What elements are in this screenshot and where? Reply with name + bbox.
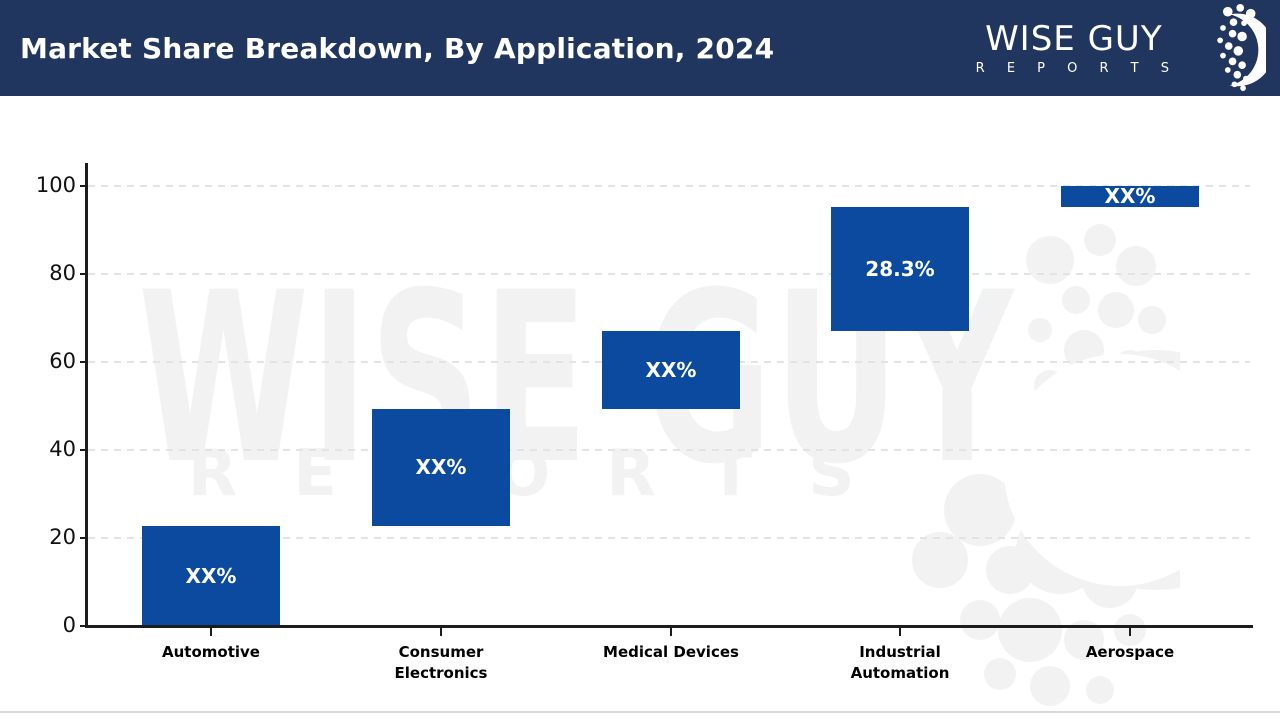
y-tick-label: 100 — [35, 173, 76, 197]
brand-sub: R E P O R T S — [975, 60, 1178, 76]
y-tick-mark — [80, 449, 88, 451]
watermark-line2: REPORTS — [188, 437, 911, 511]
y-tick-mark — [80, 625, 88, 627]
bar-value-label: XX% — [185, 563, 237, 588]
bar-segment: XX% — [1061, 184, 1199, 209]
bar-segment: XX% — [602, 331, 740, 410]
gridline — [88, 537, 1250, 539]
bar-value-label: 28.3% — [865, 256, 935, 281]
bar-value-label: XX% — [1104, 184, 1156, 209]
bar-value-label: XX% — [415, 455, 467, 480]
y-tick-mark — [80, 537, 88, 539]
x-tick-mark — [899, 628, 901, 636]
brand-head-icon — [1180, 2, 1266, 94]
y-tick-label: 80 — [49, 261, 76, 285]
y-tick-label: 20 — [49, 525, 76, 549]
bar-segment: XX% — [142, 525, 280, 626]
x-category-label: Medical Devices — [603, 643, 739, 661]
page-title: Market Share Breakdown, By Application, … — [20, 31, 775, 65]
x-category-label: Industrial Automation — [850, 643, 950, 682]
x-tick-mark — [670, 628, 672, 636]
gridline — [88, 185, 1250, 187]
chart-plot-area: 0 20 40 60 80 100 XX% Automotive XX% Consumer Ele… — [0, 96, 1280, 720]
y-tick-mark — [80, 185, 88, 187]
bar-value-label: XX% — [645, 358, 697, 383]
y-tick-mark — [80, 273, 88, 275]
x-tick-mark — [210, 628, 212, 636]
bar-segment: 28.3% — [831, 206, 969, 332]
bar-segment: XX% — [372, 409, 510, 526]
x-category-label: Aerospace — [1085, 643, 1175, 661]
x-tick-mark — [1129, 628, 1131, 636]
y-tick-label: 60 — [49, 349, 76, 373]
y-tick-mark — [80, 361, 88, 363]
brand-name: WISE GUY — [985, 18, 1163, 59]
y-axis-line — [85, 163, 88, 628]
gridline — [88, 273, 1250, 275]
bottom-divider — [0, 711, 1280, 713]
x-category-label: Automotive — [162, 643, 260, 661]
watermark-head-icon — [860, 210, 1276, 714]
gridline — [88, 449, 1250, 451]
x-axis-line — [85, 625, 1253, 628]
x-tick-mark — [440, 628, 442, 636]
y-tick-label: 0 — [62, 613, 76, 637]
brand-logo: WISE GUY R E P O R T S — [970, 2, 1266, 94]
brand-text: WISE GUY R E P O R T S — [970, 22, 1178, 75]
x-category-label: Consumer Electronics — [394, 643, 488, 682]
y-tick-label: 40 — [49, 437, 76, 461]
header: Market Share Breakdown, By Application, … — [0, 0, 1280, 96]
